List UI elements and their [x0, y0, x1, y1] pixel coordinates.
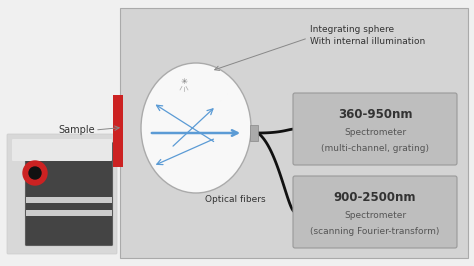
- FancyBboxPatch shape: [7, 134, 117, 254]
- Bar: [26, 197, 112, 203]
- Circle shape: [23, 161, 47, 185]
- Text: (scanning Fourier-transform): (scanning Fourier-transform): [310, 227, 440, 235]
- Text: Optical fibers: Optical fibers: [205, 195, 265, 204]
- FancyBboxPatch shape: [12, 139, 112, 161]
- Bar: [26, 210, 112, 216]
- FancyBboxPatch shape: [120, 8, 468, 258]
- Text: (multi-channel, grating): (multi-channel, grating): [321, 144, 429, 152]
- Text: 900-2500nm: 900-2500nm: [334, 190, 416, 203]
- FancyBboxPatch shape: [25, 142, 113, 246]
- FancyBboxPatch shape: [293, 93, 457, 165]
- Circle shape: [29, 167, 41, 179]
- Ellipse shape: [141, 63, 251, 193]
- Text: ✳: ✳: [181, 77, 188, 85]
- FancyBboxPatch shape: [293, 176, 457, 248]
- Bar: [113, 95, 123, 167]
- Text: Sample: Sample: [58, 125, 95, 135]
- Text: Integrating sphere
With internal illumination: Integrating sphere With internal illumin…: [310, 25, 425, 46]
- Bar: [250, 125, 258, 141]
- Text: 360-950nm: 360-950nm: [338, 107, 412, 120]
- Text: Spectrometer: Spectrometer: [344, 211, 406, 220]
- Text: Spectrometer: Spectrometer: [344, 128, 406, 137]
